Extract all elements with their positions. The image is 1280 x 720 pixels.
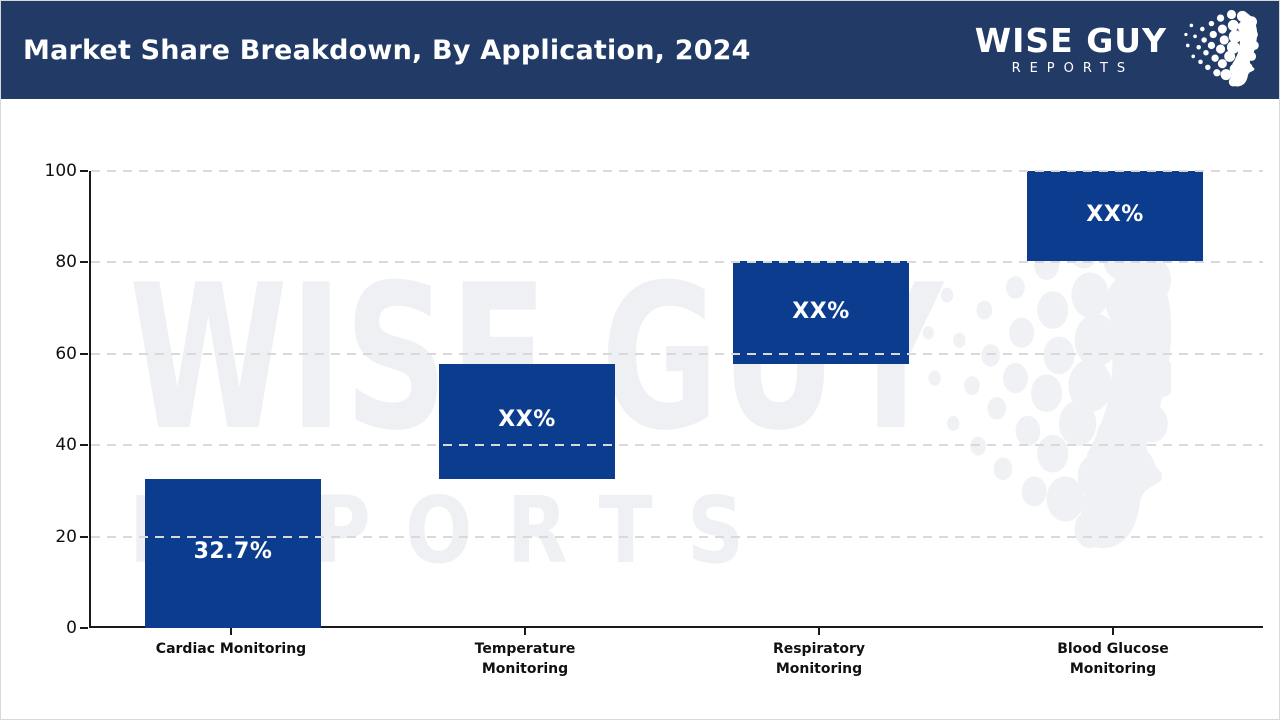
bar-cardiac-monitoring: [145, 478, 321, 628]
x-category-label-respiratory-monitoring: Respiratory Monitoring: [772, 641, 866, 677]
x-category-label-blood-glucose-monitoring: Blood Glucose Monitoring: [1057, 641, 1169, 677]
bar-value-label-blood-glucose-monitoring: XX%: [1086, 202, 1144, 228]
bar-value-label-temperature-monitoring: XX%: [498, 407, 556, 433]
x-tick-blood-glucose-monitoring: [1112, 628, 1114, 635]
y-tick-100: [80, 170, 88, 172]
x-tick-temperature-monitoring: [524, 628, 526, 635]
x-category-label-cardiac-monitoring: Cardiac Monitoring: [155, 641, 307, 657]
gridline-60: [91, 352, 1263, 355]
y-tick-20: [80, 535, 88, 538]
plot: 32.7% XX% XX% XX%: [89, 170, 1263, 628]
y-tick-label-20: 20: [55, 526, 77, 547]
brand-logo: WISE GUY REPORTS: [975, 9, 1259, 91]
header: Market Share Breakdown, By Application, …: [1, 1, 1279, 99]
gridline-40: [91, 444, 1263, 447]
y-tick-80: [80, 261, 88, 264]
y-tick-label-0: 0: [66, 618, 77, 638]
y-tick-label-100: 100: [44, 161, 77, 181]
gridline-80: [91, 261, 1263, 264]
chart-area: WISE GUY REPORTS 32.7% XX%: [1, 99, 1279, 719]
logo-subtitle: REPORTS: [1011, 61, 1135, 76]
logo-wordmark: WISE GUY: [974, 21, 1167, 60]
y-tick-60: [80, 352, 88, 355]
x-tick-respiratory-monitoring: [818, 628, 820, 635]
x-tick-cardiac-monitoring: [230, 628, 232, 635]
y-tick-label-80: 80: [55, 252, 77, 273]
bar-value-label-cardiac-monitoring: 32.7%: [193, 539, 273, 565]
y-tick-40: [80, 444, 88, 447]
logo-text: WISE GUY REPORTS: [974, 21, 1167, 77]
y-tick-label-40: 40: [55, 435, 77, 456]
x-category-label-temperature-monitoring: Temperature Monitoring: [474, 641, 576, 677]
bar-value-label-respiratory-monitoring: XX%: [792, 298, 850, 324]
y-tick-0: [80, 627, 88, 629]
gridline-20: [91, 535, 1263, 538]
gridline-100: [91, 170, 1263, 172]
bar-respiratory-monitoring: [733, 261, 909, 365]
bar-temperature-monitoring: [439, 364, 615, 479]
y-tick-label-60: 60: [55, 343, 77, 364]
logo-face-icon: [1184, 9, 1259, 87]
chart-title: Market Share Breakdown, By Application, …: [23, 34, 751, 66]
